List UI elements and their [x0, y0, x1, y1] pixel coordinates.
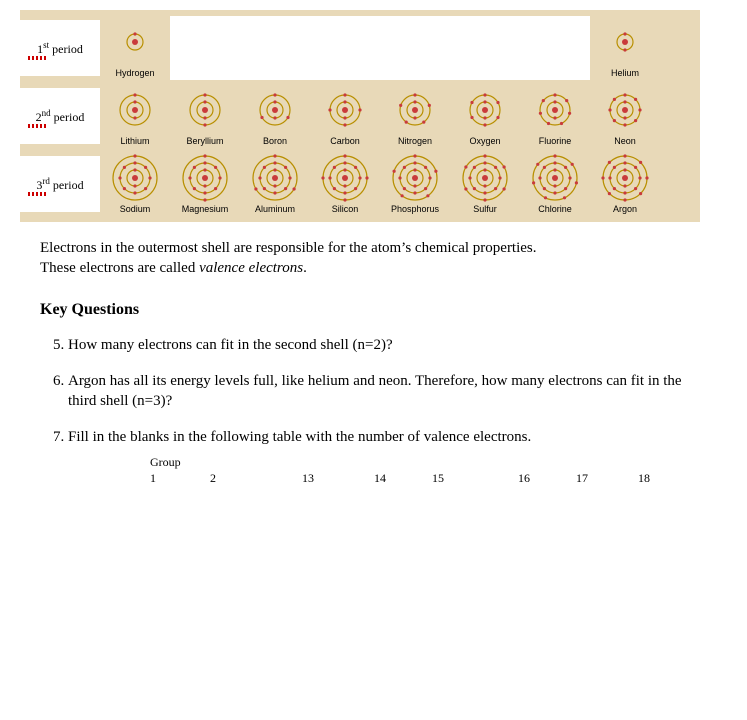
- spacer: [282, 454, 300, 470]
- atom-label: Carbon: [330, 136, 360, 146]
- atom-label: Sulfur: [473, 204, 497, 214]
- period-label: 2nd period: [20, 88, 100, 144]
- period-label: 3rd period: [20, 156, 100, 212]
- atom-beryllium: Beryllium: [170, 84, 240, 148]
- term-valence-electrons: valence electrons: [199, 260, 303, 276]
- valence-table: Group12 131415 161718: [68, 454, 707, 488]
- atom-label: Magnesium: [182, 204, 229, 214]
- spacer: [500, 454, 516, 470]
- atom-argon: Argon: [590, 152, 660, 216]
- spacer: [118, 454, 148, 470]
- blank-cell: [170, 16, 240, 80]
- spacer: [500, 470, 516, 488]
- atom-aluminum: Aluminum: [240, 152, 310, 216]
- atom-label: Oxygen: [469, 136, 500, 146]
- atom-carbon: Carbon: [310, 84, 380, 148]
- group-heading: Group: [148, 454, 208, 470]
- atom-phosphorus: Phosphorus: [380, 152, 450, 216]
- atom-label: Aluminum: [255, 204, 295, 214]
- group-number: 16: [516, 470, 574, 488]
- spacer: [516, 454, 574, 470]
- atom-fluorine: Fluorine: [520, 84, 590, 148]
- atom-lithium: Lithium: [100, 84, 170, 148]
- group-number: 13: [300, 470, 372, 488]
- para-line-2-post: .: [303, 260, 307, 276]
- spacer: [636, 454, 694, 470]
- atom-label: Nitrogen: [398, 136, 432, 146]
- group-number: 14: [372, 470, 430, 488]
- group-number: 18: [636, 470, 694, 488]
- question-7-text: Fill in the blanks in the following tabl…: [68, 429, 531, 445]
- atom-boron: Boron: [240, 84, 310, 148]
- atom-nitrogen: Nitrogen: [380, 84, 450, 148]
- para-line-1: Electrons in the outermost shell are res…: [40, 240, 537, 256]
- spacer: [430, 454, 500, 470]
- spacer: [574, 454, 636, 470]
- atom-label: Beryllium: [186, 136, 223, 146]
- atom-helium: Helium: [590, 16, 660, 80]
- spacer: [282, 470, 300, 488]
- atom-magnesium: Magnesium: [170, 152, 240, 216]
- atom-sodium: Sodium: [100, 152, 170, 216]
- spacer: [208, 454, 282, 470]
- bohr-model-figure: 1st period Hydrogen Helium 2nd period Lithiu…: [20, 10, 700, 222]
- spacer: [118, 470, 148, 488]
- atom-oxygen: Oxygen: [450, 84, 520, 148]
- spacer: [372, 454, 430, 470]
- blank-cell: [450, 16, 520, 80]
- group-number: 17: [574, 470, 636, 488]
- key-questions-heading: Key Questions: [40, 301, 707, 319]
- question-6: Argon has all its energy levels full, li…: [68, 371, 707, 412]
- question-list: How many electrons can fit in the second…: [62, 335, 707, 488]
- question-7: Fill in the blanks in the following tabl…: [68, 427, 707, 488]
- atom-chlorine: Chlorine: [520, 152, 590, 216]
- atom-label: Sodium: [120, 204, 151, 214]
- blank-cell: [380, 16, 450, 80]
- group-number: 2: [208, 470, 282, 488]
- atom-hydrogen: Hydrogen: [100, 16, 170, 80]
- atom-label: Lithium: [120, 136, 149, 146]
- atom-label: Silicon: [332, 204, 359, 214]
- blank-cell: [520, 16, 590, 80]
- atom-label: Boron: [263, 136, 287, 146]
- group-number: 1: [148, 470, 208, 488]
- atom-silicon: Silicon: [310, 152, 380, 216]
- question-5: How many electrons can fit in the second…: [68, 335, 707, 355]
- atom-label: Hydrogen: [115, 68, 154, 78]
- spacer: [300, 454, 372, 470]
- atom-label: Neon: [614, 136, 636, 146]
- atom-label: Helium: [611, 68, 639, 78]
- period-label: 1st period: [20, 20, 100, 76]
- atom-label: Argon: [613, 204, 637, 214]
- explanatory-paragraph: Electrons in the outermost shell are res…: [40, 238, 707, 279]
- atom-neon: Neon: [590, 84, 660, 148]
- group-number: 15: [430, 470, 500, 488]
- atom-sulfur: Sulfur: [450, 152, 520, 216]
- atom-label: Chlorine: [538, 204, 572, 214]
- atom-label: Fluorine: [539, 136, 572, 146]
- blank-cell: [310, 16, 380, 80]
- para-line-2-pre: These electrons are called: [40, 260, 199, 276]
- blank-cell: [240, 16, 310, 80]
- atom-label: Phosphorus: [391, 204, 439, 214]
